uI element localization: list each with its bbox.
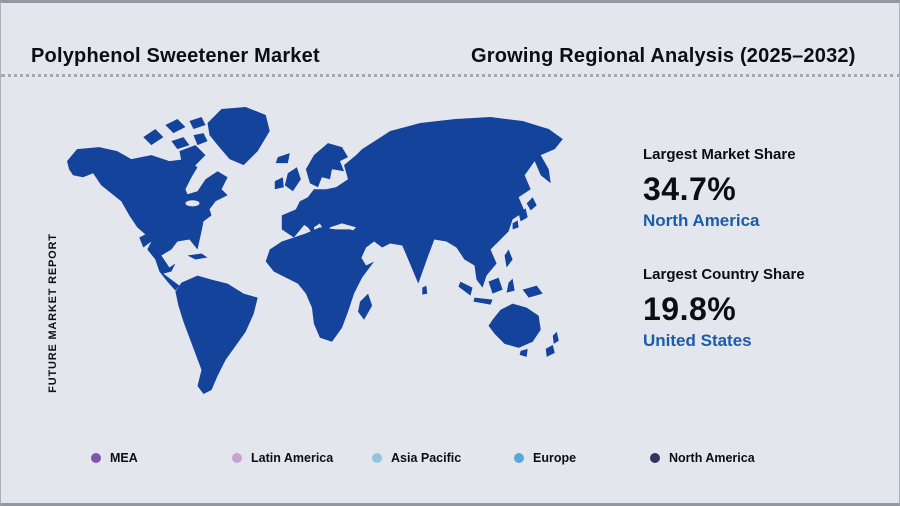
map-greenland	[207, 106, 270, 166]
legend-label: Europe	[533, 451, 577, 465]
legend-dot-icon	[232, 453, 242, 463]
stat-largest-country-share: Largest Country Share 19.8% United State…	[643, 266, 883, 351]
stat-value: 19.8%	[643, 291, 737, 327]
stats-panel: Largest Market Share 34.7% North America…	[643, 146, 883, 351]
legend-label: MEA	[110, 451, 138, 465]
stat-label: Largest Country Share	[643, 266, 805, 283]
legend-item-latin-america: Latin America	[232, 449, 333, 467]
legend-label: North America	[669, 451, 755, 465]
legend-item-asia-pacific: Asia Pacific	[372, 449, 461, 467]
map-north-america	[67, 147, 228, 291]
legend-item-mea: MEA	[91, 449, 138, 467]
legend-dot-icon	[91, 453, 101, 463]
page-subtitle: Growing Regional Analysis (2025–2032)	[471, 45, 856, 67]
legend-dot-icon	[372, 453, 382, 463]
map-japan	[512, 197, 537, 230]
world-map	[59, 96, 621, 414]
legend-item-europe: Europe	[514, 449, 576, 467]
legend-label: Latin America	[251, 451, 334, 465]
brand-watermark: FUTURE MARKET REPORT	[47, 233, 59, 393]
legend-dot-icon	[514, 453, 524, 463]
legend-item-north-america: North America	[650, 449, 755, 467]
map-europe	[305, 143, 349, 188]
map-south-america	[175, 275, 258, 394]
title-divider	[1, 74, 899, 77]
map-indonesia	[458, 277, 543, 305]
stat-value: 34.7%	[643, 171, 737, 207]
stat-label: Largest Market Share	[643, 146, 796, 163]
map-africa	[265, 227, 375, 342]
stat-largest-market-share: Largest Market Share 34.7% North America	[643, 146, 883, 231]
stat-region: United States	[643, 331, 752, 350]
stat-region: North America	[643, 211, 760, 230]
legend-dot-icon	[650, 453, 660, 463]
page-title: Polyphenol Sweetener Market	[31, 45, 320, 67]
legend-label: Asia Pacific	[391, 451, 462, 465]
world-map-svg	[67, 106, 563, 394]
map-australia	[488, 303, 541, 348]
legend: MEA Latin America Asia Pacific Europe No…	[1, 449, 899, 469]
